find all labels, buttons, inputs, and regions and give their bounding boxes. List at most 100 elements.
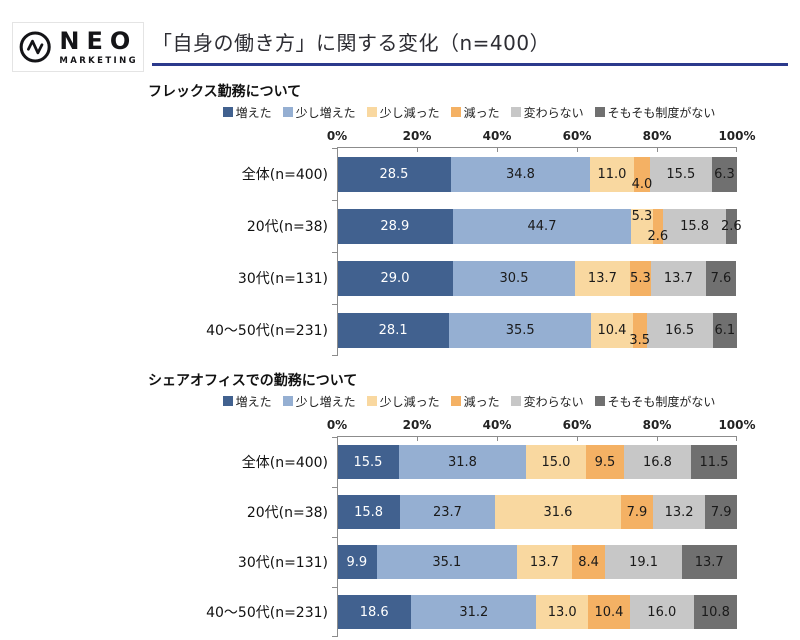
value-label: 31.8 — [447, 454, 477, 470]
value-label: 6.3 — [714, 166, 735, 182]
x-axis-tick-label: 20% — [402, 418, 432, 432]
value-label: 7.9 — [626, 504, 648, 520]
legend-label: 減った — [463, 105, 500, 120]
legend-swatch — [594, 396, 605, 406]
page-title: 「自身の働き方」に関する変化（n=400） — [152, 31, 551, 55]
stacked-bar: 28.5 34.8 11.0 4.0 15.5 6.3 — [337, 156, 737, 192]
legend-item: 少し減った — [366, 104, 440, 121]
y-axis-line — [337, 437, 338, 637]
bar-segment: 29.0 — [337, 260, 453, 296]
value-label: 15.5 — [666, 166, 696, 182]
legend-swatch — [222, 107, 233, 117]
bar-segment: 15.8 — [337, 495, 401, 529]
value-label: 19.1 — [629, 554, 659, 570]
bar-segment: 11.0 — [589, 156, 634, 192]
bar-row: 全体(n=400) 15.5 31.8 15.0 9.5 16.8 11.5 — [242, 437, 737, 487]
bar-segment: 15.5 — [337, 445, 399, 479]
value-label: 5.3 — [631, 208, 653, 224]
x-axis-tick-label: 40% — [482, 129, 512, 143]
legend-label: 変わらない — [523, 394, 584, 409]
bar-segment: 31.8 — [398, 445, 526, 479]
x-axis-tick — [657, 148, 658, 152]
value-label: 2.6 — [721, 218, 742, 234]
category-label: 20代(n=38) — [246, 219, 328, 235]
value-label: 13.7 — [529, 554, 559, 570]
bar-segment: 10.4 — [591, 312, 633, 348]
value-label: 3.5 — [629, 332, 651, 348]
logo-main-text: NEO — [59, 26, 138, 55]
value-label: 28.1 — [378, 322, 408, 338]
legend-swatch — [510, 396, 521, 406]
title-block: 「自身の働き方」に関する変化（n=400） — [152, 30, 788, 66]
chart-title: シェアオフィスでの勤務について — [148, 373, 358, 389]
x-axis-tick-label: 80% — [642, 129, 672, 143]
value-label: 2.6 — [647, 228, 669, 244]
x-axis-tick — [736, 148, 737, 152]
bar-segment: 11.5 — [691, 445, 737, 479]
bar-segment: 31.6 — [494, 495, 622, 529]
bar-row: 30代(n=131) 29.0 30.5 13.7 5.3 13.7 7.6 — [238, 252, 737, 304]
bar-segment: 35.5 — [449, 312, 592, 348]
value-label: 13.7 — [587, 270, 617, 286]
bar-segment: 7.9 — [621, 495, 653, 529]
bar-segment: 5.3 — [631, 208, 653, 244]
bar-segment: 15.8 — [662, 208, 727, 244]
legend-swatch — [222, 396, 233, 406]
bar-segment: 31.2 — [411, 595, 537, 629]
bar-row: 20代(n=38) 15.8 23.7 31.6 7.9 13.2 7.9 — [247, 487, 737, 537]
bar-segment: 13.0 — [536, 595, 589, 629]
chart-flex-work: フレックス勤務について 増えた 少し増えた 少し減った 減った 変わらない そもそも制度が… — [148, 84, 756, 356]
x-axis-tick — [497, 437, 498, 441]
bar-segment: 9.9 — [337, 545, 377, 579]
value-label: 11.0 — [597, 166, 627, 182]
legend-item: そもそも制度がない — [594, 393, 715, 410]
legend-label: そもそも制度がない — [607, 105, 716, 120]
bar-segment: 9.5 — [585, 445, 624, 479]
legend-item: 減った — [450, 393, 500, 410]
legend: 増えた 少し増えた 少し減った 減った 変わらない そもそも制度がない — [182, 393, 756, 409]
value-label: 13.0 — [547, 604, 577, 620]
logo-text: NEO MARKETING — [59, 29, 138, 66]
bar-segment: 15.5 — [649, 156, 712, 192]
legend-item: 増えた — [222, 104, 272, 121]
bar-segment: 13.7 — [681, 545, 737, 579]
bar-segment: 10.4 — [588, 595, 630, 629]
value-label: 7.9 — [710, 504, 732, 520]
bar-segment: 30.5 — [453, 260, 575, 296]
bar-segment: 34.8 — [450, 156, 590, 192]
legend-item: そもそも制度がない — [594, 104, 716, 121]
value-label: 35.1 — [432, 554, 462, 570]
bar-segment: 13.7 — [575, 260, 630, 296]
legend-swatch — [282, 107, 293, 117]
pulse-circle-icon — [19, 31, 51, 63]
legend-label: 減った — [463, 394, 500, 409]
x-axis-tick — [337, 437, 338, 441]
bar-segment: 7.6 — [705, 260, 737, 296]
legend-swatch — [282, 396, 293, 406]
legend-label: 増えた — [235, 394, 272, 409]
stacked-bar: 15.5 31.8 15.0 9.5 16.8 11.5 — [337, 445, 737, 479]
value-label: 23.7 — [433, 504, 462, 520]
value-label: 30.5 — [499, 270, 529, 286]
bar-segment: 28.9 — [337, 208, 453, 244]
legend-item: 少し増えた — [282, 104, 356, 121]
value-label: 11.5 — [699, 454, 729, 470]
value-label: 4.0 — [631, 176, 653, 192]
category-label: 全体(n=400) — [241, 455, 328, 471]
y-axis-tick — [332, 587, 337, 588]
y-axis-tick — [332, 304, 337, 305]
stacked-bar: 29.0 30.5 13.7 5.3 13.7 7.6 — [337, 260, 737, 296]
y-axis-tick — [332, 355, 337, 356]
y-axis-tick — [332, 200, 337, 201]
legend-item: 変わらない — [510, 104, 584, 121]
bar-segment: 2.6 — [721, 208, 742, 244]
value-label: 15.5 — [353, 454, 383, 470]
x-axis-labels: 0% 20% 40% 60% 80% 100% — [327, 128, 756, 143]
category-label: 40～50代(n=231) — [206, 323, 328, 339]
bar-segment: 6.1 — [712, 312, 737, 348]
bar-segment: 10.8 — [693, 595, 737, 629]
legend-label: 変わらない — [523, 105, 584, 120]
bar-segment: 6.3 — [711, 156, 737, 192]
x-axis-tick-label: 40% — [482, 418, 512, 432]
